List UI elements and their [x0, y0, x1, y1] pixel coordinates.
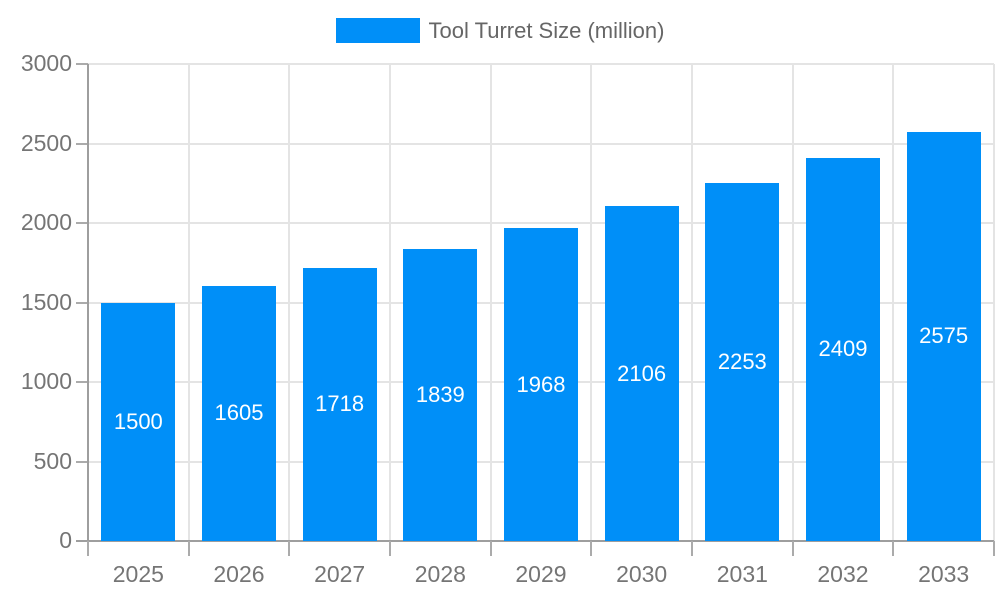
- chart-legend: Tool Turret Size (million): [0, 18, 1000, 43]
- y-axis-label-1500: 1500: [20, 288, 72, 315]
- legend-label: Tool Turret Size (million): [428, 18, 665, 43]
- x-axis-label-2033: 2033: [918, 561, 970, 587]
- xtick-3: [389, 541, 391, 556]
- gridline-x-9: [993, 64, 995, 541]
- gridline-y-2500: [88, 142, 994, 145]
- xtick-1: [187, 541, 190, 556]
- xtick-6: [691, 541, 693, 556]
- bar-2030: [604, 206, 679, 541]
- xtick-9: [993, 541, 995, 556]
- bar-2028: [403, 248, 478, 541]
- ytick-3000: [76, 63, 88, 65]
- y-axis-label-2000: 2000: [20, 209, 72, 235]
- legend-swatch: [335, 18, 420, 43]
- gridline-y-2000: [88, 222, 994, 224]
- x-axis-label-2031: 2031: [716, 561, 768, 587]
- bar-value-2032: 2409: [818, 336, 868, 362]
- gridline-y-3000: [88, 63, 994, 65]
- ytick-1500: [76, 301, 88, 304]
- xtick-7: [791, 541, 794, 556]
- gridline-x-4: [489, 64, 492, 541]
- gridline-x-7: [791, 64, 794, 541]
- gridline-x-2: [288, 64, 291, 541]
- x-axis-line: [76, 540, 994, 542]
- ytick-2500: [76, 142, 88, 145]
- ytick-2000: [76, 222, 88, 224]
- gridline-x-3: [389, 64, 391, 541]
- x-axis-label-2030: 2030: [616, 561, 668, 587]
- bar-2031: [705, 182, 780, 541]
- bar-value-2030: 2106: [617, 360, 667, 386]
- x-axis-label-2028: 2028: [414, 561, 466, 587]
- gridline-x-8: [892, 64, 895, 541]
- bar-2026: [202, 285, 276, 541]
- xtick-0: [87, 541, 89, 556]
- xtick-2: [288, 541, 291, 556]
- y-axis-label-1000: 1000: [20, 368, 72, 394]
- legend-item-tool-turret-size[interactable]: Tool Turret Size (million): [335, 18, 665, 43]
- x-axis-label-2025: 2025: [112, 561, 164, 587]
- x-axis-label-2029: 2029: [515, 561, 567, 587]
- bar-2025: [101, 302, 176, 541]
- gridline-x-6: [691, 64, 693, 541]
- x-axis-label-2032: 2032: [817, 561, 869, 587]
- bar-value-2031: 2253: [717, 348, 767, 374]
- bar-value-2026: 1605: [214, 400, 264, 426]
- bar-value-2028: 1839: [415, 381, 465, 407]
- gridline-x-5: [590, 64, 593, 541]
- y-axis-line: [87, 64, 89, 556]
- y-axis-label-500: 500: [33, 447, 72, 474]
- x-axis-label-2026: 2026: [213, 561, 265, 587]
- bar-2032: [806, 157, 880, 541]
- x-axis-label-2027: 2027: [314, 561, 366, 587]
- bar-2033: [906, 131, 981, 541]
- y-axis-label-3000: 3000: [20, 50, 72, 76]
- xtick-8: [892, 541, 895, 556]
- y-axis-label-0: 0: [59, 527, 72, 553]
- gridline-x-1: [187, 64, 190, 541]
- ytick-500: [76, 460, 88, 463]
- xtick-4: [489, 541, 492, 556]
- bar-2027: [302, 267, 377, 541]
- y-axis-label-2500: 2500: [20, 129, 72, 156]
- xtick-5: [590, 541, 593, 556]
- ytick-1000: [76, 381, 88, 383]
- bar-2029: [504, 228, 578, 541]
- bar-value-2027: 1718: [315, 391, 365, 417]
- bar-value-2029: 1968: [516, 371, 566, 397]
- bar-value-2025: 1500: [113, 408, 163, 434]
- bar-value-2033: 2575: [919, 323, 969, 349]
